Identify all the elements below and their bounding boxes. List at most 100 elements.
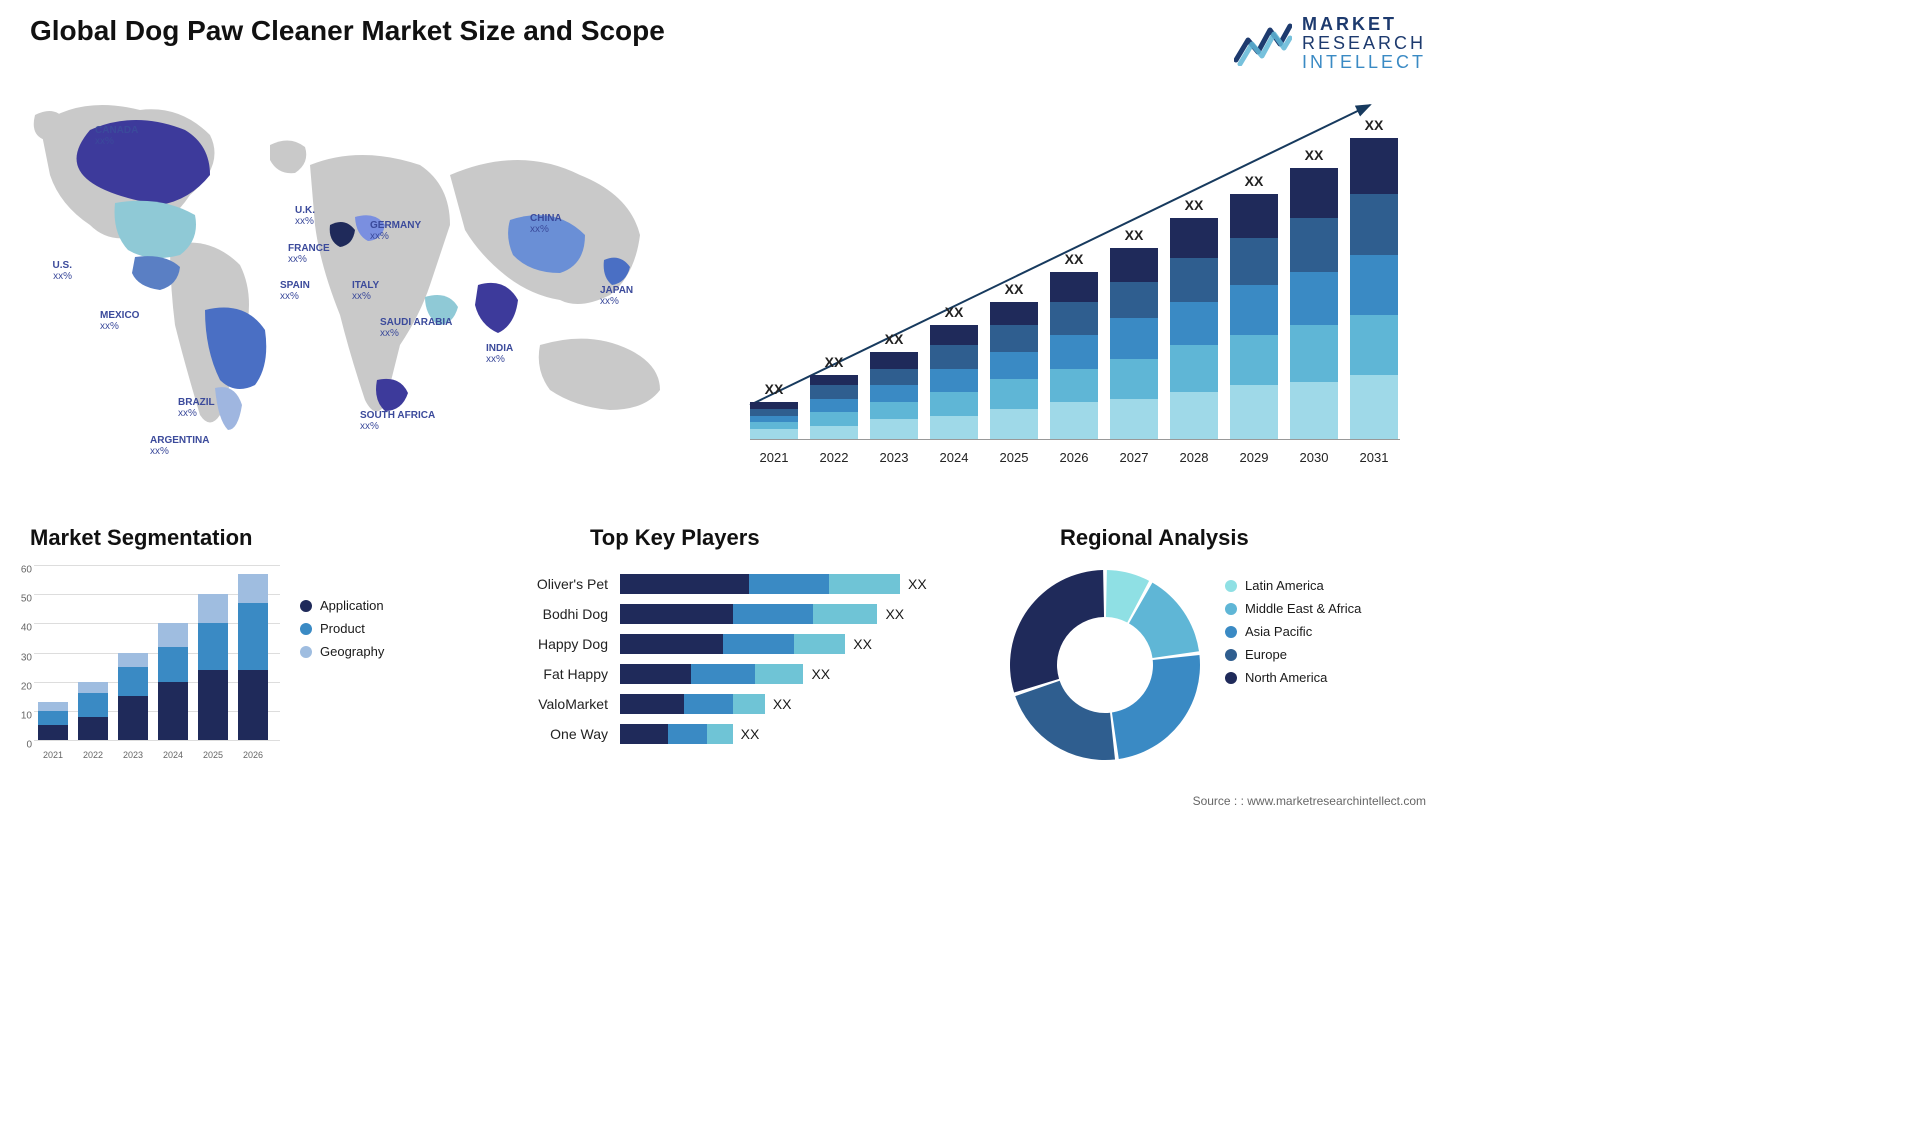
main-bar-value-label: XX [1185, 197, 1204, 213]
kp-bar-segment [733, 604, 813, 624]
main-x-label: 2029 [1240, 450, 1269, 465]
main-bar-segment [1170, 258, 1218, 302]
main-bar [870, 352, 918, 439]
seg-bar-segment [78, 682, 108, 694]
map-label: SPAINxx% [280, 280, 310, 302]
seg-x-label: 2022 [83, 750, 103, 760]
kp-row: Bodhi Dog XX [500, 600, 960, 628]
kp-name: One Way [500, 726, 620, 742]
main-bar [810, 375, 858, 439]
main-bar-segment [990, 379, 1038, 409]
seg-y-label: 50 [21, 594, 32, 605]
seg-legend-item: Geography [300, 644, 384, 659]
kp-name: Oliver's Pet [500, 576, 620, 592]
kp-name: Bodhi Dog [500, 606, 620, 622]
kp-bar-segment [620, 664, 691, 684]
regional-legend-item: Europe [1225, 647, 1361, 662]
main-bar-value-label: XX [1305, 147, 1324, 163]
seg-x-label: 2026 [243, 750, 263, 760]
main-bar-value-label: XX [825, 354, 844, 370]
regional-legend-label: North America [1245, 670, 1327, 685]
page-title: Global Dog Paw Cleaner Market Size and S… [30, 15, 665, 47]
main-bar-segment [810, 375, 858, 385]
seg-bar-segment [158, 647, 188, 682]
map-label: CANADAxx% [95, 125, 138, 147]
map-label: JAPANxx% [600, 285, 633, 307]
kp-value-label: XX [885, 606, 904, 622]
main-bar-segment [870, 352, 918, 369]
seg-bar-segment [238, 670, 268, 740]
main-bar-segment [1170, 218, 1218, 258]
main-bar-segment [1230, 194, 1278, 238]
main-bar-segment [1050, 369, 1098, 403]
kp-bar-segment [755, 664, 803, 684]
donut-slice [1112, 655, 1200, 759]
kp-bar-segment [620, 604, 733, 624]
donut-slice [1010, 570, 1104, 693]
kp-bar-segment [794, 634, 845, 654]
seg-legend-item: Product [300, 621, 384, 636]
seg-y-label: 40 [21, 623, 32, 634]
kp-bar-segment [620, 694, 684, 714]
regional-legend-label: Asia Pacific [1245, 624, 1312, 639]
main-x-label: 2021 [760, 450, 789, 465]
kp-bar-segment [620, 634, 723, 654]
main-x-label: 2023 [880, 450, 909, 465]
main-bar [1170, 218, 1218, 439]
main-bar-segment [1350, 375, 1398, 439]
kp-bar-segment [813, 604, 877, 624]
main-x-label: 2031 [1360, 450, 1389, 465]
regional-legend-label: Middle East & Africa [1245, 601, 1361, 616]
brand-logo: MARKET RESEARCH INTELLECT [1234, 15, 1426, 72]
kp-bar [620, 724, 733, 744]
main-bar-segment [1170, 345, 1218, 392]
main-bar-value-label: XX [945, 304, 964, 320]
main-bar-segment [870, 385, 918, 402]
legend-swatch-icon [300, 646, 312, 658]
main-bar-segment [1230, 335, 1278, 385]
regional-legend: Latin AmericaMiddle East & AfricaAsia Pa… [1225, 570, 1361, 693]
seg-bar-segment [78, 693, 108, 716]
main-bar-segment [930, 345, 978, 368]
main-bar [990, 302, 1038, 439]
main-bar-value-label: XX [1365, 117, 1384, 133]
main-growth-chart: 2021202220232024202520262027202820292030… [730, 95, 1410, 465]
legend-swatch-icon [1225, 580, 1237, 592]
regional-legend-item: Middle East & Africa [1225, 601, 1361, 616]
seg-legend-label: Geography [320, 644, 384, 659]
section-keyplayers-title: Top Key Players [590, 525, 760, 551]
map-label: SAUDI ARABIAxx% [380, 317, 452, 339]
regional-legend-item: Asia Pacific [1225, 624, 1361, 639]
main-bar-segment [930, 416, 978, 439]
main-bar-segment [1350, 255, 1398, 315]
map-label: BRAZILxx% [178, 397, 215, 419]
seg-bar-segment [38, 702, 68, 711]
kp-row: One WayXX [500, 720, 960, 748]
regional-legend-label: Europe [1245, 647, 1287, 662]
main-bar [750, 402, 798, 439]
seg-y-label: 60 [21, 565, 32, 576]
map-label: U.S.xx% [53, 260, 72, 282]
map-label: CHINAxx% [530, 213, 562, 235]
logo-line3: INTELLECT [1302, 53, 1426, 72]
main-bar-segment [1230, 238, 1278, 285]
main-bar [1290, 168, 1338, 439]
legend-swatch-icon [1225, 603, 1237, 615]
kp-bar-segment [620, 724, 668, 744]
legend-swatch-icon [300, 623, 312, 635]
kp-row: ValoMarketXX [500, 690, 960, 718]
seg-gridline [34, 740, 280, 741]
seg-bar-segment [198, 623, 228, 670]
main-x-label: 2025 [1000, 450, 1029, 465]
logo-line1: MARKET [1302, 15, 1426, 34]
legend-swatch-icon [1225, 649, 1237, 661]
main-bar-segment [1350, 194, 1398, 254]
kp-value-label: XX [811, 666, 830, 682]
source-attribution: Source : : www.marketresearchintellect.c… [1193, 794, 1426, 808]
main-x-label: 2027 [1120, 450, 1149, 465]
legend-swatch-icon [300, 600, 312, 612]
kp-bar-segment [707, 724, 733, 744]
main-bar-segment [1350, 138, 1398, 195]
main-bar-segment [1290, 168, 1338, 218]
main-bar-segment [750, 422, 798, 429]
